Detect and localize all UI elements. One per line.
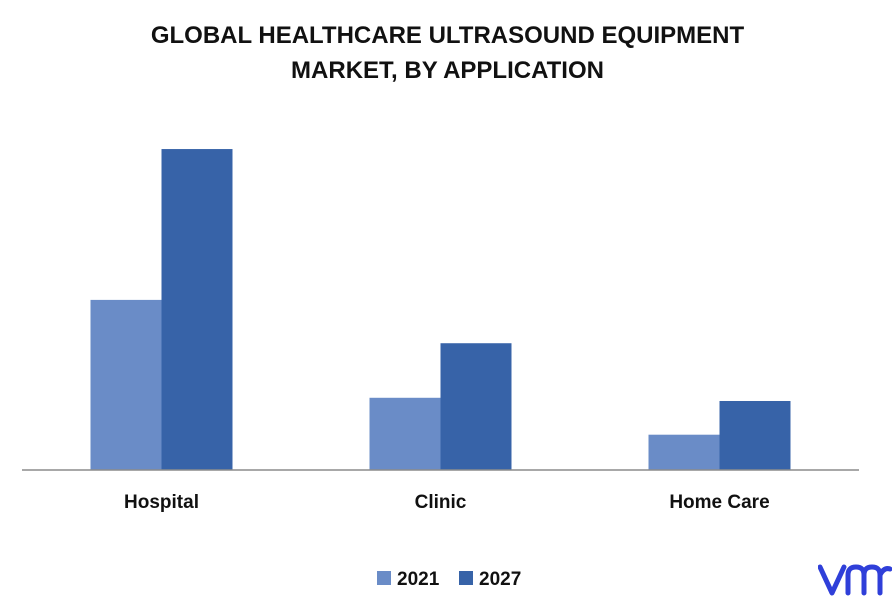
bars-group xyxy=(90,149,791,471)
bar-home-care-2021 xyxy=(648,434,720,470)
bar-home-care-2027 xyxy=(719,400,791,470)
legend: 2021 2027 xyxy=(377,569,521,590)
legend-swatch-2021 xyxy=(377,571,391,585)
category-labels: Hospital Clinic Home Care xyxy=(124,492,770,513)
bar-hospital-2027 xyxy=(161,149,233,471)
bar-hospital-2021 xyxy=(90,299,162,470)
legend-label-2027: 2027 xyxy=(479,569,521,590)
category-label-home-care: Home Care xyxy=(669,492,769,513)
vmr-logo-icon xyxy=(818,564,892,596)
chart-title: GLOBAL HEALTHCARE ULTRASOUND EQUIPMENT M… xyxy=(0,18,895,88)
category-label-hospital: Hospital xyxy=(124,492,199,513)
bar-clinic-2027 xyxy=(440,343,512,470)
legend-label-2021: 2021 xyxy=(397,569,440,590)
bar-clinic-2021 xyxy=(369,397,441,470)
category-label-clinic: Clinic xyxy=(415,492,467,513)
legend-swatch-2027 xyxy=(459,571,473,585)
chart-title-line-2: MARKET, BY APPLICATION xyxy=(291,57,604,84)
chart-title-line-1: GLOBAL HEALTHCARE ULTRASOUND EQUIPMENT xyxy=(150,22,745,49)
